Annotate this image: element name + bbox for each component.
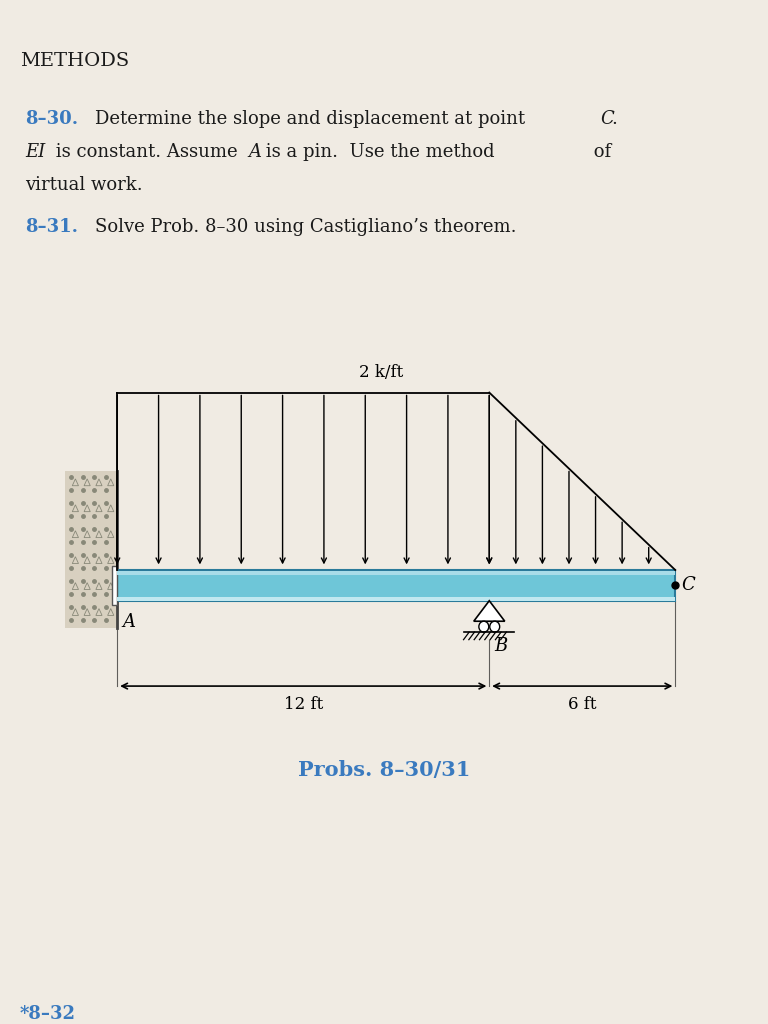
Text: C: C — [681, 577, 695, 594]
Text: METHODS: METHODS — [20, 52, 129, 70]
Text: Determine the slope and displacement at point: Determine the slope and displacement at … — [95, 110, 531, 128]
Text: 6 ft: 6 ft — [568, 696, 597, 714]
Bar — [118, 597, 675, 601]
Text: Probs. 8–30/31: Probs. 8–30/31 — [298, 760, 470, 780]
Text: is a pin.  Use the method: is a pin. Use the method — [260, 143, 495, 161]
Text: A: A — [122, 612, 135, 631]
Bar — [118, 570, 675, 575]
Text: Solve Prob. 8–30 using Castigliano’s theorem.: Solve Prob. 8–30 using Castigliano’s the… — [95, 218, 517, 236]
Text: of: of — [588, 143, 611, 161]
Text: 8–31.: 8–31. — [25, 218, 78, 236]
Text: .: . — [611, 110, 617, 128]
Text: is constant. Assume: is constant. Assume — [50, 143, 243, 161]
Bar — [118, 570, 675, 601]
Polygon shape — [474, 601, 505, 622]
Text: virtual work.: virtual work. — [25, 176, 143, 194]
Circle shape — [490, 622, 500, 632]
Text: A: A — [248, 143, 261, 161]
Bar — [65, 471, 118, 628]
Text: *8–32: *8–32 — [20, 1005, 76, 1023]
Text: 8–30.: 8–30. — [25, 110, 78, 128]
Text: C: C — [600, 110, 614, 128]
Text: 12 ft: 12 ft — [283, 696, 323, 714]
Bar — [111, 566, 118, 605]
Text: B: B — [494, 637, 507, 655]
Text: 2 k/ft: 2 k/ft — [359, 364, 403, 381]
Text: EI: EI — [25, 143, 45, 161]
Circle shape — [479, 622, 488, 632]
